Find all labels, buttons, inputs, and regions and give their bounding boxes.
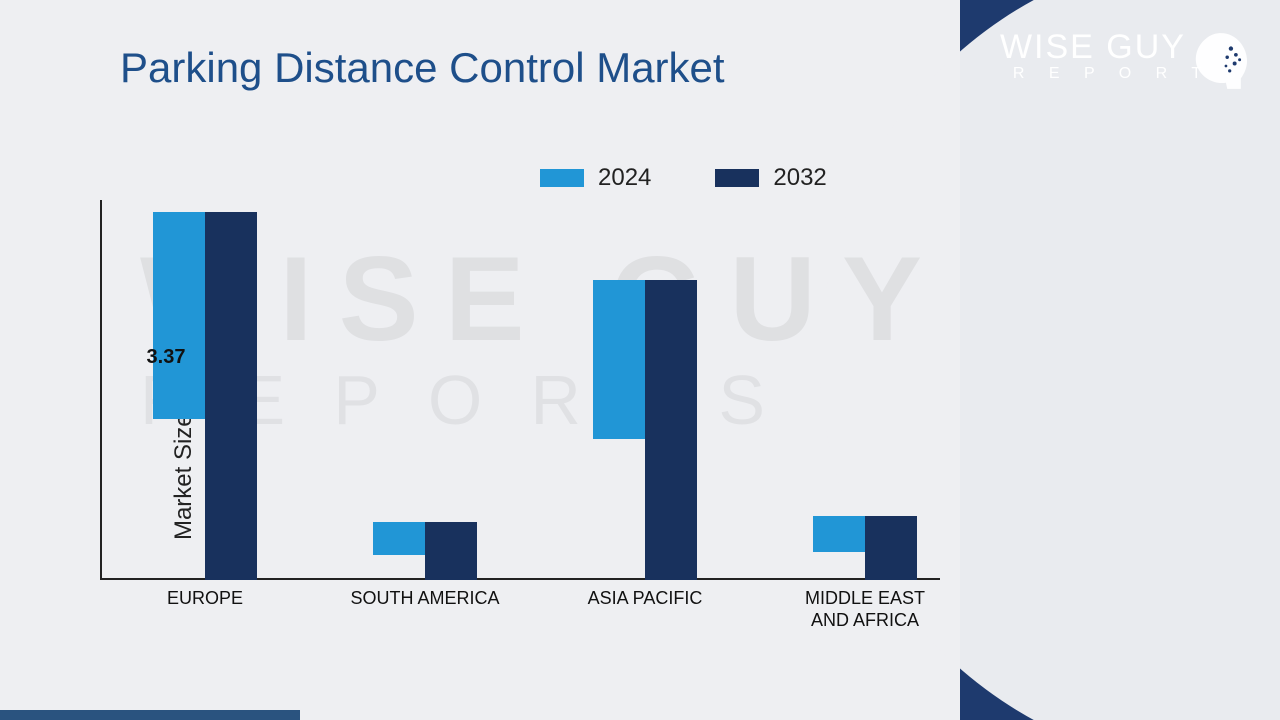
legend-label-2024: 2024 [598,164,651,192]
bar-group: MIDDLE EAST AND AFRICA [800,516,930,580]
chart-title: Parking Distance Control Market [120,44,725,92]
legend-label-2032: 2032 [773,164,826,192]
brand-head-icon [1190,30,1252,92]
category-label: ASIA PACIFIC [565,588,725,610]
bar [865,516,917,580]
bar-group: 3.37EUROPE [140,212,270,580]
bar [205,212,257,580]
bar [593,280,645,439]
category-label: SOUTH AMERICA [345,588,505,610]
bar-value-label: 3.37 [147,346,186,369]
bar [373,522,425,556]
bar [153,212,205,419]
legend-item-2024: 2024 [540,164,651,192]
report-infographic: WISE GUY REPORTS Parking Distance Contro… [0,0,1280,720]
decorative-bottom-bar [0,710,300,720]
bar-chart: 3.37EUROPE SOUTH AMERICA ASIA PACIFIC MIDDL… [100,200,940,580]
legend-item-2032: 2032 [715,164,826,192]
legend-swatch-2032 [715,169,759,187]
bar [425,522,477,580]
legend-swatch-2024 [540,169,584,187]
y-axis-line [100,200,102,580]
bar [813,516,865,553]
bar [645,280,697,580]
brand-logo: WISE GUY R E P O R T S [1000,28,1246,83]
bar-group: SOUTH AMERICA [360,522,490,580]
legend: 2024 2032 [540,164,827,192]
category-label: MIDDLE EAST AND AFRICA [785,588,945,631]
category-label: EUROPE [125,588,285,610]
bar-group: ASIA PACIFIC [580,280,710,580]
